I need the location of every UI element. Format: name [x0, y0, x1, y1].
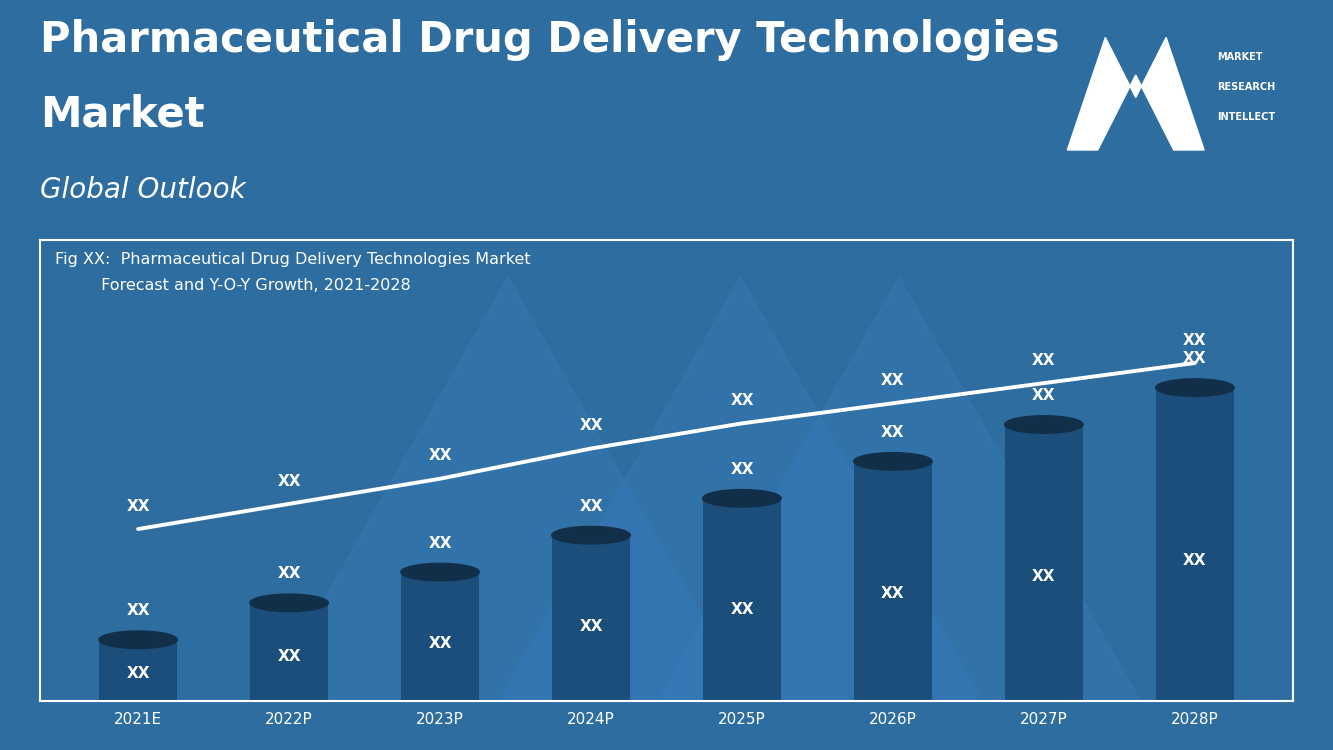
- Text: XX: XX: [881, 373, 905, 388]
- Bar: [702, 498, 781, 701]
- Ellipse shape: [249, 594, 328, 611]
- Bar: [1005, 424, 1084, 701]
- Ellipse shape: [401, 563, 480, 580]
- Polygon shape: [267, 277, 749, 701]
- Polygon shape: [1068, 38, 1204, 150]
- Ellipse shape: [552, 526, 631, 544]
- Bar: [853, 461, 932, 701]
- Text: Market: Market: [40, 94, 204, 136]
- Bar: [1156, 388, 1234, 701]
- Text: RESEARCH: RESEARCH: [1217, 82, 1274, 92]
- Ellipse shape: [702, 490, 781, 507]
- Text: XX: XX: [730, 462, 753, 477]
- Text: MARKET: MARKET: [1217, 53, 1262, 62]
- Bar: [99, 640, 177, 701]
- Text: XX: XX: [730, 393, 753, 408]
- Polygon shape: [499, 277, 982, 701]
- Text: XX: XX: [580, 619, 603, 634]
- Text: XX: XX: [1184, 553, 1206, 568]
- Text: XX: XX: [127, 666, 149, 681]
- Ellipse shape: [853, 453, 932, 470]
- Bar: [552, 536, 631, 701]
- Text: XX: XX: [580, 419, 603, 434]
- Text: XX: XX: [127, 603, 149, 618]
- Text: Global Outlook: Global Outlook: [40, 176, 245, 204]
- Ellipse shape: [99, 631, 177, 649]
- Text: XX: XX: [277, 473, 301, 488]
- Text: XX: XX: [730, 602, 753, 617]
- Legend: Market Size (US$ Mn), Y-o-Y Growth (%): Market Size (US$ Mn), Y-o-Y Growth (%): [457, 747, 876, 750]
- Bar: [249, 603, 328, 701]
- Ellipse shape: [1005, 416, 1084, 434]
- Polygon shape: [657, 277, 1141, 701]
- Text: XX: XX: [277, 650, 301, 664]
- Text: XX: XX: [881, 424, 905, 439]
- Text: XX: XX: [1184, 333, 1206, 348]
- Text: XX: XX: [428, 636, 452, 651]
- Text: XX: XX: [428, 448, 452, 464]
- Bar: [401, 572, 480, 701]
- Text: XX: XX: [277, 566, 301, 581]
- Ellipse shape: [1156, 379, 1234, 396]
- Text: XX: XX: [580, 499, 603, 514]
- Text: XX: XX: [881, 586, 905, 601]
- Text: XX: XX: [1032, 352, 1056, 368]
- Text: INTELLECT: INTELLECT: [1217, 112, 1274, 122]
- Text: Pharmaceutical Drug Delivery Technologies: Pharmaceutical Drug Delivery Technologie…: [40, 19, 1060, 61]
- Text: Fig XX:  Pharmaceutical Drug Delivery Technologies Market: Fig XX: Pharmaceutical Drug Delivery Tec…: [55, 251, 531, 266]
- Text: XX: XX: [1184, 351, 1206, 366]
- Text: XX: XX: [428, 536, 452, 550]
- Text: Forecast and Y-O-Y Growth, 2021-2028: Forecast and Y-O-Y Growth, 2021-2028: [55, 278, 411, 292]
- Text: XX: XX: [1032, 569, 1056, 584]
- Text: XX: XX: [127, 499, 149, 514]
- Text: XX: XX: [1032, 388, 1056, 403]
